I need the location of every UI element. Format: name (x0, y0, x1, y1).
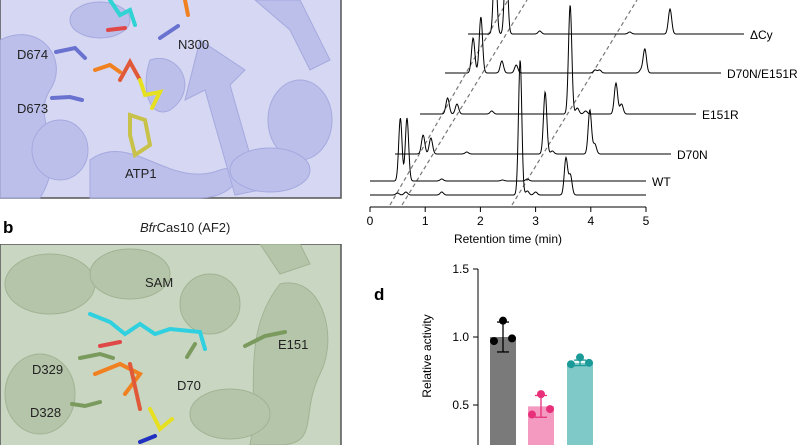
data-point (499, 316, 507, 325)
x-tick-label: 1 (422, 214, 429, 228)
data-point (490, 337, 498, 346)
residue-label-d329: D329 (32, 362, 64, 377)
data-point (576, 353, 584, 362)
ligand-sticks (70, 312, 287, 444)
x-tick-label: 2 (477, 214, 484, 228)
chromatogram-chart: 0 1 2 3 4 5 Retention time (min) WT D70N E151R D70… (367, 0, 798, 246)
ligand-label-sam: SAM (145, 275, 174, 290)
x-tick-label: 0 (367, 214, 374, 228)
y-tick-label: 1.0 (452, 330, 469, 344)
protein-ribbon (0, 0, 333, 199)
bar (567, 362, 593, 445)
data-point (537, 390, 545, 399)
panel-a-structure (0, 0, 342, 199)
x-tick-label: 4 (587, 214, 594, 228)
residue-label-d673: D673 (17, 101, 49, 116)
panel-b-title-rest: Cas10 (AF2) (156, 220, 231, 235)
chromatogram-trace (445, 16, 721, 74)
data-point (567, 360, 575, 369)
x-tick-label: 3 (532, 214, 539, 228)
data-point (508, 334, 516, 343)
protein-ribbon (4, 244, 329, 445)
y-tick-label: 0.5 (452, 398, 469, 412)
y-axis-label: Relative activity (420, 314, 434, 397)
trace-label: WT (652, 175, 671, 189)
residue-label-n300: N300 (178, 37, 210, 52)
chromatogram-trace (370, 60, 646, 196)
trace-label: D70N (677, 148, 708, 162)
x-axis-label: Retention time (min) (454, 232, 562, 246)
residue-label-d674: D674 (17, 47, 49, 62)
dashed-guide-line (401, 0, 528, 206)
panel-b-title: BfrCas10 (AF2) (140, 220, 230, 235)
data-point (585, 358, 593, 367)
trace-label: ΔCy (750, 28, 773, 42)
panel-b-title-organism: Bfr (140, 220, 157, 235)
chromatogram-trace (395, 90, 671, 155)
panel-letter-b: b (3, 218, 14, 237)
ligand-label-atp1: ATP1 (125, 166, 157, 181)
data-point (546, 405, 554, 414)
data-point (528, 410, 536, 419)
chromatogram-trace (370, 117, 646, 182)
chromatogram-trace (468, 0, 744, 35)
ligand-sticks (50, 0, 190, 159)
dashed-guide-line (511, 0, 638, 206)
y-tick-label: 1.5 (452, 262, 469, 276)
residue-label-d328: D328 (30, 405, 62, 420)
residue-label-e151: E151 (278, 337, 309, 352)
chromatogram-trace (420, 5, 696, 115)
residue-label-d70: D70 (177, 378, 201, 393)
panel-b-structure (0, 244, 342, 445)
x-tick-label: 5 (643, 214, 650, 228)
panel-letter-d: d (374, 285, 385, 304)
bar (490, 337, 516, 445)
trace-label: D70N/E151R (727, 67, 798, 81)
trace-label: E151R (702, 108, 739, 122)
